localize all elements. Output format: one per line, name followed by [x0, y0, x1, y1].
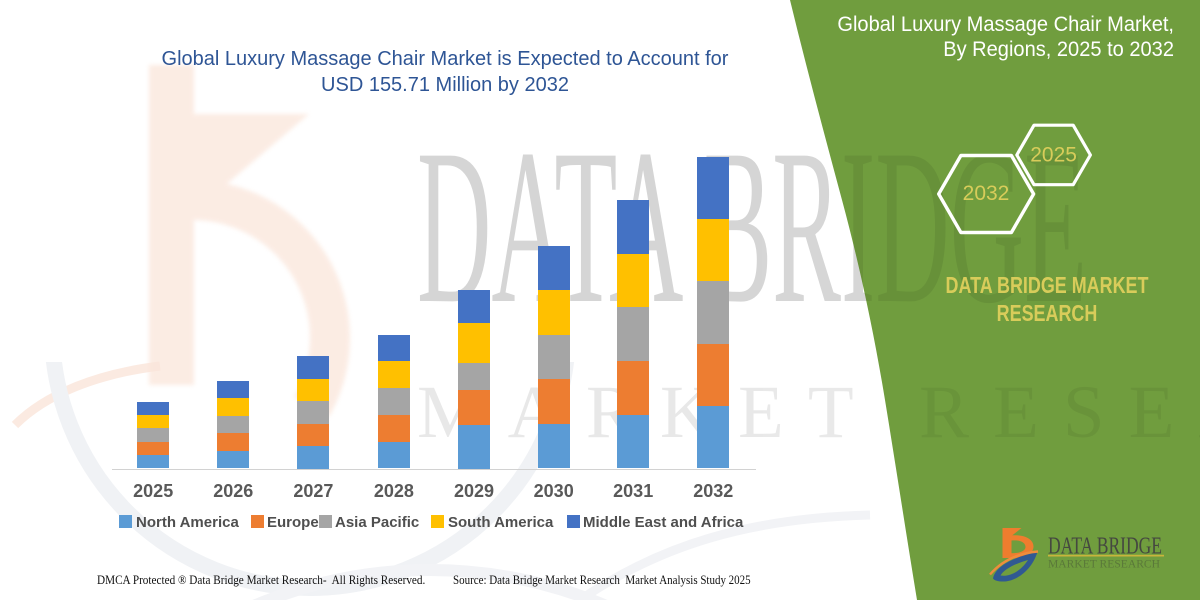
svg-text:2025: 2025	[1030, 144, 1077, 167]
svg-text:MARKET RESEARCH: MARKET RESEARCH	[1048, 557, 1160, 571]
svg-text:MARKET RESEARCH: MARKET RESEARCH	[417, 371, 1200, 454]
svg-text:2032: 2032	[963, 182, 1010, 205]
